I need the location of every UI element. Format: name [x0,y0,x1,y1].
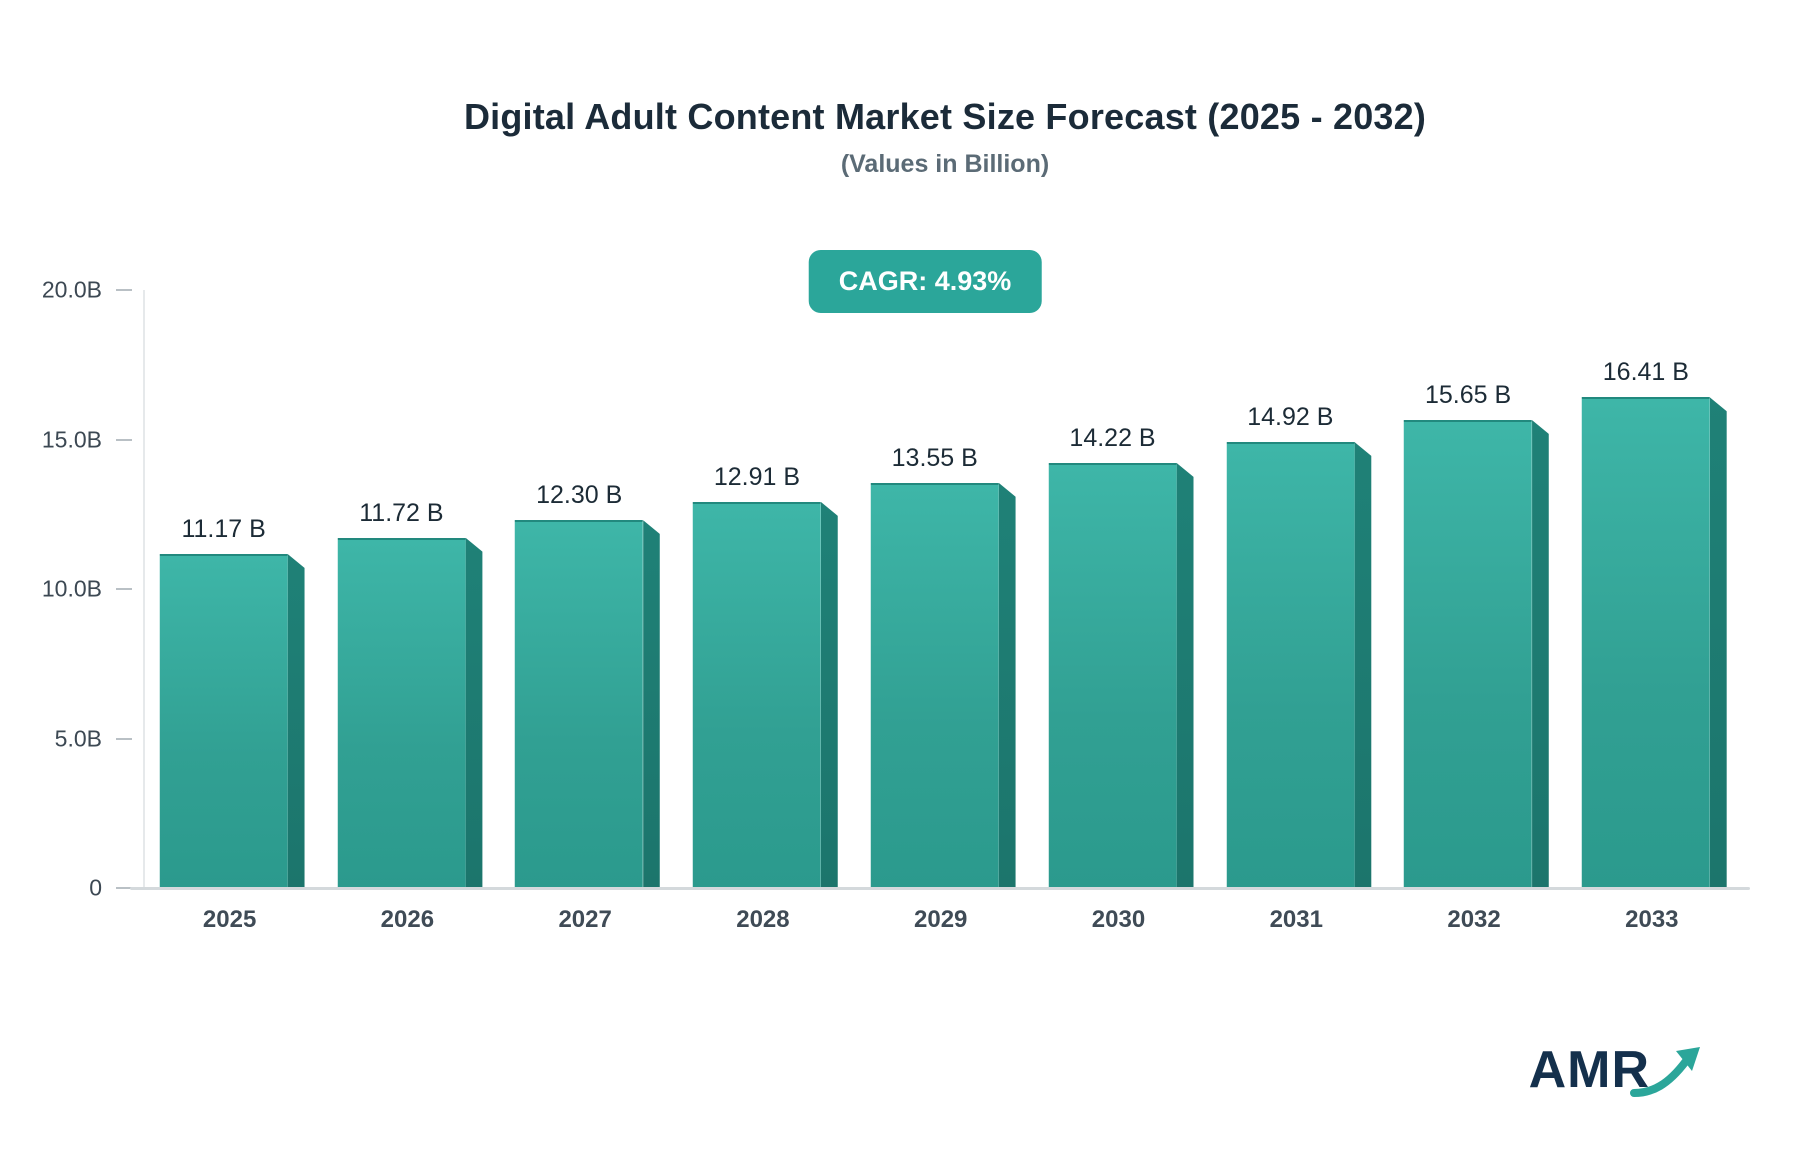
bar-3d-side [643,520,661,888]
y-tick-label: 5.0B [54,725,102,751]
bar-slot-2031: 14.92 B 2031 [1212,290,1390,933]
cagr-badge: CAGR: 4.93% [808,250,1042,313]
bar-2031: 14.92 B [1226,403,1372,888]
bar-2029: 13.55 B [870,444,1016,888]
bar-2030: 14.22 B [1048,424,1194,888]
bar-2032: 15.65 B [1404,381,1550,888]
bar-value-label: 13.55 B [891,443,978,472]
bar-value-label: 11.72 B [359,498,444,527]
bar-slot-2032: 15.65 B 2032 [1389,290,1567,933]
bar-2027: 12.30 B [515,481,661,888]
bar-3d-side [1354,441,1372,888]
bar-3d-side [998,482,1016,888]
bar-slot-2030: 14.22 B 2030 [1034,290,1212,933]
amr-logo: AMR [1529,1040,1704,1100]
y-axis-line [143,290,145,888]
bar-value-label: 15.65 B [1424,381,1512,410]
growth-arrow-icon [1630,1047,1700,1097]
x-tick-label: 2032 [1447,906,1501,933]
x-tick-label: 2033 [1625,906,1679,933]
bar-slot-2025: 11.17 B 2025 [145,290,323,933]
x-axis-baseline [130,887,1750,890]
y-tick-label: 0 [89,874,102,901]
bar-3d-side [1176,462,1194,888]
bar-2026: 11.72 B [337,499,483,888]
bar-value-label: 14.22 B [1069,423,1156,452]
y-axis: 0 5.0B 10.0B 15.0B 20.0B [0,277,140,901]
bar-value-label: 16.41 B [1602,358,1689,387]
bar-3d-side [1532,420,1550,888]
y-tick-mark [116,438,132,441]
bar-slot-2029: 13.55 B 2029 [856,290,1034,933]
x-tick-label: 2025 [202,906,257,933]
x-tick-label: 2028 [736,906,790,933]
y-tick-label: 20.0B [41,276,102,303]
x-tick-label: 2031 [1269,906,1323,933]
plot-area: 11.17 B 2025 11.72 B 2026 12.30 B 2027 12.91 B… [145,290,1745,933]
bar-slot-2028: 12.91 B 2028 [678,290,856,933]
x-tick-label: 2027 [558,906,612,933]
y-tick-label: 15.0B [41,426,102,452]
y-tick-mark [116,887,132,889]
bar-2025: 11.17 B [159,515,305,888]
bar-slot-2026: 11.72 B 2026 [323,290,501,933]
bar-2033: 16.41 B [1581,358,1727,888]
y-tick-mark [116,289,132,291]
x-tick-label: 2026 [380,906,435,933]
bar-value-label: 11.17 B [181,515,266,544]
bar-3d-side [820,502,838,888]
bar-2028: 12.91 B [692,463,838,888]
bar-slot-2033: 16.41 B 2033 [1567,290,1745,933]
bar-value-label: 12.30 B [536,481,623,510]
x-tick-label: 2030 [1091,906,1146,933]
bar-3d-side [1709,397,1727,888]
x-tick-label: 2029 [914,906,968,933]
bar-3d-side [287,554,305,888]
y-tick-mark [116,737,132,740]
bar-slot-2027: 12.30 B 2027 [501,290,679,933]
chart-subtitle: (Values in Billion) [840,150,1050,178]
y-tick-label: 10.0B [41,575,102,602]
amr-logo-text: AMR [1528,1041,1650,1099]
bar-value-label: 14.92 B [1247,402,1334,431]
chart-title: Digital Adult Content Market Size Foreca… [463,96,1427,137]
y-tick-mark [116,588,132,590]
bar-value-label: 12.91 B [713,463,801,491]
bar-3d-side [465,537,483,888]
